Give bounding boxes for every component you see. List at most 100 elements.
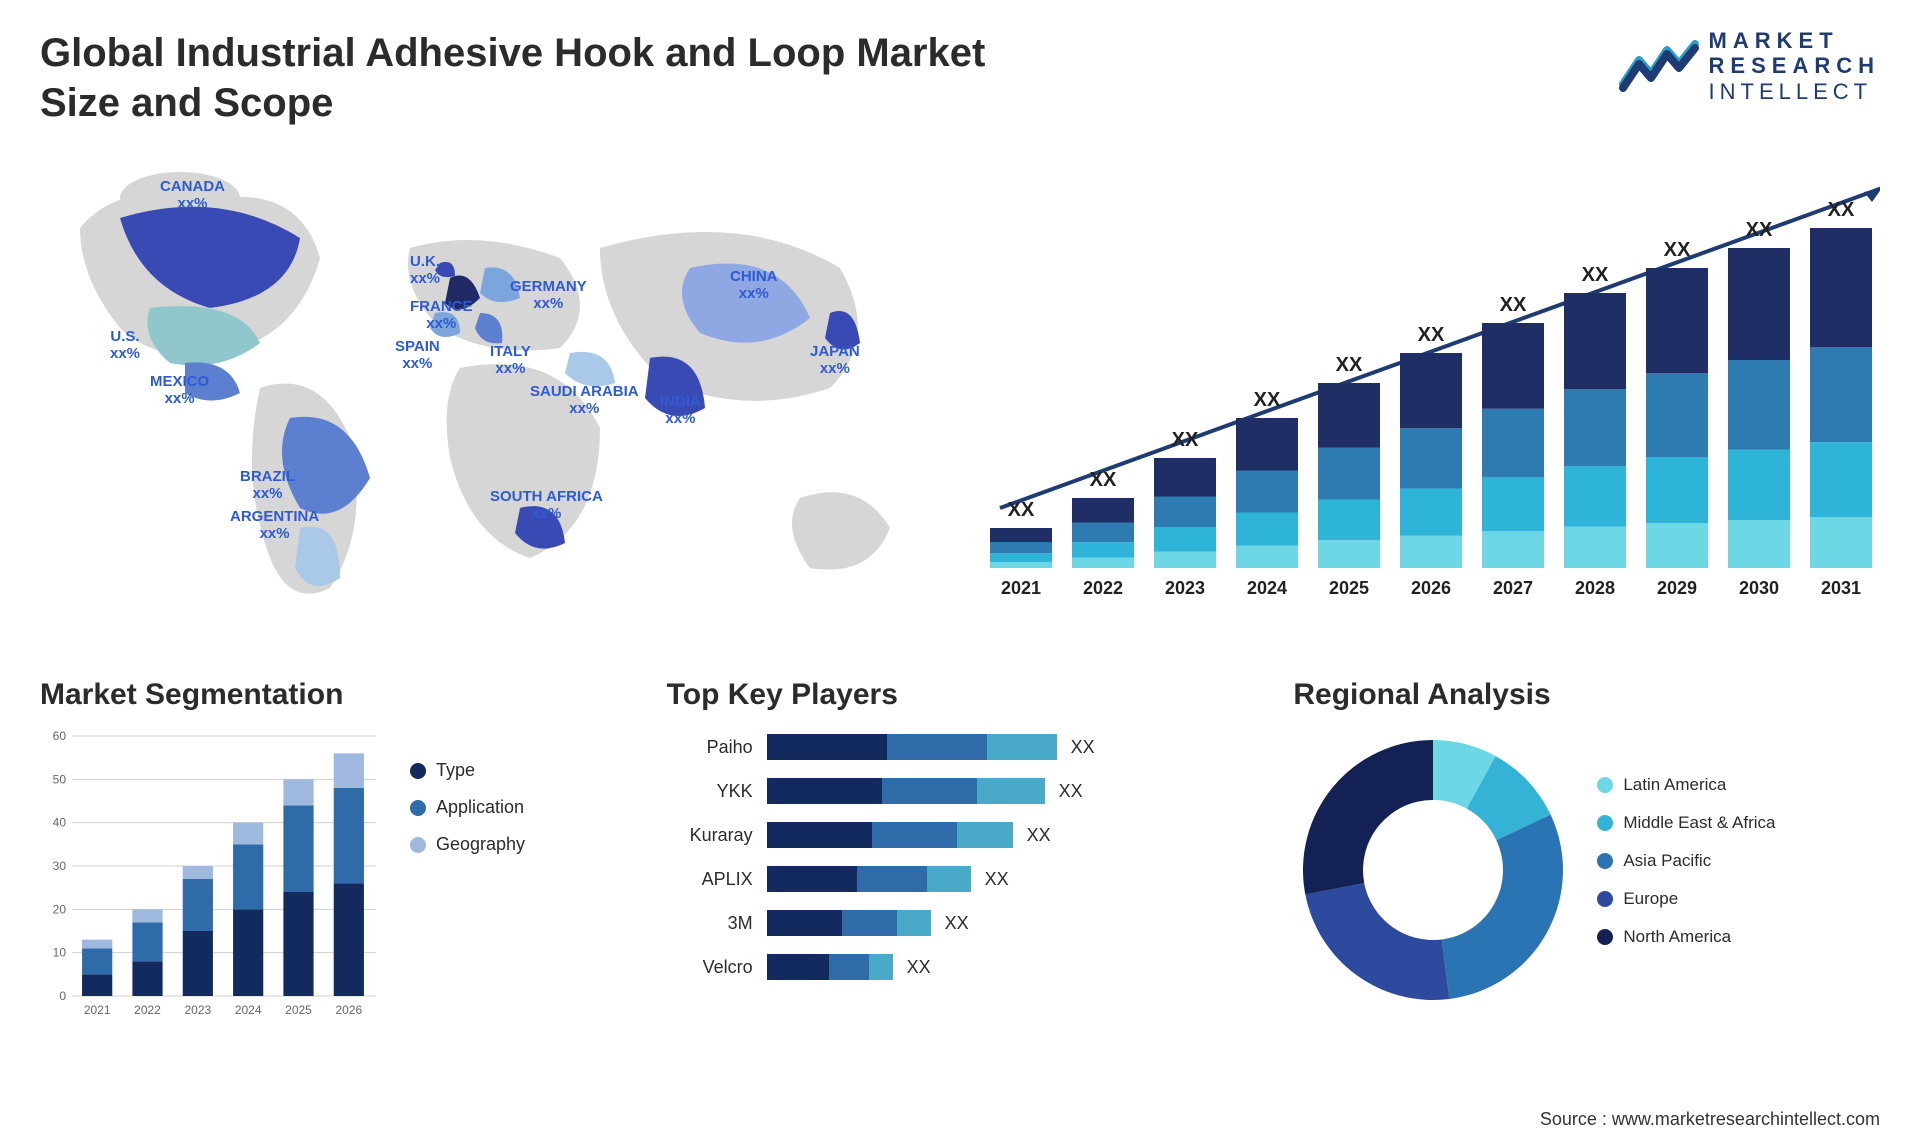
key-player-name: APLIX (667, 869, 767, 890)
svg-text:2025: 2025 (285, 1003, 312, 1017)
key-player-name: Kuraray (667, 825, 767, 846)
map-label-brazil: BRAZILxx% (240, 468, 295, 503)
brand-logo: MARKET RESEARCH INTELLECT (1619, 28, 1880, 104)
key-player-bar (767, 954, 893, 980)
svg-text:2027: 2027 (1493, 578, 1533, 598)
key-player-name: 3M (667, 913, 767, 934)
map-label-japan: JAPANxx% (810, 343, 860, 378)
map-label-france: FRANCExx% (410, 298, 473, 333)
svg-text:2030: 2030 (1739, 578, 1779, 598)
svg-text:2028: 2028 (1575, 578, 1615, 598)
key-player-value: XX (1027, 825, 1051, 846)
svg-text:XX: XX (1008, 499, 1035, 521)
map-label-india: INDIAxx% (660, 393, 701, 428)
bottom-row: Market Segmentation 0 10 20 30 40 50 60 2021 202… (40, 678, 1880, 1020)
svg-text:XX: XX (1090, 469, 1117, 491)
svg-text:60: 60 (53, 730, 67, 743)
svg-text:2024: 2024 (235, 1003, 262, 1017)
svg-text:2021: 2021 (1001, 578, 1041, 598)
key-player-name: YKK (667, 781, 767, 802)
key-player-bar (767, 778, 1045, 804)
svg-text:20: 20 (53, 902, 67, 916)
key-player-name: Velcro (667, 957, 767, 978)
key-players-chart: Paiho XX YKK XX Kuraray XX APLIX XX 3M XX Velcro XX (667, 730, 1147, 984)
svg-text:2022: 2022 (134, 1003, 161, 1017)
key-player-bar (767, 866, 971, 892)
brand-line-2: RESEARCH (1709, 53, 1880, 78)
map-label-china: CHINAxx% (730, 268, 778, 303)
map-label-mexico: MEXICOxx% (150, 373, 209, 408)
segmentation-title: Market Segmentation (40, 678, 627, 712)
map-label-italy: ITALYxx% (490, 343, 531, 378)
growth-chart: XX 2021 XX 2022 XX 2023 XX 2024 XX 2025 XX 2026 XX 20… (960, 148, 1880, 618)
svg-text:2021: 2021 (84, 1003, 111, 1017)
regional-title: Regional Analysis (1293, 678, 1880, 712)
svg-text:2023: 2023 (1165, 578, 1205, 598)
svg-text:30: 30 (53, 859, 67, 873)
key-players-title: Top Key Players (667, 678, 1254, 712)
segmentation-chart: 0 10 20 30 40 50 60 2021 2022 2023 2024 2025 2026 (40, 730, 380, 1020)
svg-text:XX: XX (1172, 429, 1199, 451)
regional-legend-asia-pacific: Asia Pacific (1597, 851, 1775, 871)
page-title: Global Industrial Adhesive Hook and Loop… (40, 28, 1060, 128)
key-player-row-aplix: APLIX XX (667, 862, 1147, 896)
svg-text:2025: 2025 (1329, 578, 1369, 598)
svg-text:XX: XX (1254, 389, 1281, 411)
source-text: Source : www.marketresearchintellect.com (1540, 1109, 1880, 1130)
regional-donut (1293, 730, 1573, 1010)
svg-text:2026: 2026 (1411, 578, 1451, 598)
key-player-bar (767, 822, 1013, 848)
segmentation-panel: Market Segmentation 0 10 20 30 40 50 60 2021 202… (40, 678, 627, 1020)
map-label-south-africa: SOUTH AFRICAxx% (490, 488, 603, 523)
key-player-bar (767, 734, 1057, 760)
map-label-germany: GERMANYxx% (510, 278, 587, 313)
svg-text:2026: 2026 (335, 1003, 362, 1017)
regional-panel: Regional Analysis Latin America Middle Ea… (1293, 678, 1880, 1020)
regional-legend-europe: Europe (1597, 889, 1775, 909)
svg-text:XX: XX (1664, 239, 1691, 261)
key-player-value: XX (945, 913, 969, 934)
key-player-row-velcro: Velcro XX (667, 950, 1147, 984)
svg-text:10: 10 (53, 946, 67, 960)
map-label-argentina: ARGENTINAxx% (230, 508, 319, 543)
regional-legend-middle-east-africa: Middle East & Africa (1597, 813, 1775, 833)
svg-text:50: 50 (53, 772, 67, 786)
map-label-saudi-arabia: SAUDI ARABIAxx% (530, 383, 639, 418)
svg-text:XX: XX (1582, 264, 1609, 286)
brand-mark-icon (1619, 40, 1699, 92)
map-label-spain: SPAINxx% (395, 338, 440, 373)
svg-text:40: 40 (53, 816, 67, 830)
svg-text:2022: 2022 (1083, 578, 1123, 598)
growth-chart-svg: XX 2021 XX 2022 XX 2023 XX 2024 XX 2025 XX 2026 XX 20… (960, 148, 1880, 618)
key-player-value: XX (1071, 737, 1095, 758)
svg-text:2024: 2024 (1247, 578, 1287, 598)
map-label-canada: CANADAxx% (160, 178, 225, 213)
segmentation-legend-type: Type (410, 760, 525, 781)
key-player-value: XX (907, 957, 931, 978)
svg-text:2031: 2031 (1821, 578, 1861, 598)
regional-legend-latin-america: Latin America (1597, 775, 1775, 795)
map-label-u-s-: U.S.xx% (110, 328, 140, 363)
key-player-row-3m: 3M XX (667, 906, 1147, 940)
key-players-panel: Top Key Players PaihoXXYKKXXKurarayXXAPL… (667, 678, 1254, 1020)
svg-text:2029: 2029 (1657, 578, 1697, 598)
regional-legend: Latin America Middle East & Africa Asia Pa… (1597, 775, 1775, 965)
header: Global Industrial Adhesive Hook and Loop… (40, 28, 1880, 128)
key-player-row-kuraray: Kuraray XX (667, 818, 1147, 852)
map-label-u-k-: U.K.xx% (410, 253, 440, 288)
key-player-name: Paiho (667, 737, 767, 758)
svg-text:XX: XX (1336, 354, 1363, 376)
key-player-value: XX (985, 869, 1009, 890)
key-player-bar (767, 910, 931, 936)
brand-line-1: MARKET (1709, 28, 1880, 53)
key-player-row-paiho: Paiho XX (667, 730, 1147, 764)
segmentation-legend-geography: Geography (410, 834, 525, 855)
regional-legend-north-america: North America (1597, 927, 1775, 947)
segmentation-legend-application: Application (410, 797, 525, 818)
svg-text:2023: 2023 (184, 1003, 211, 1017)
svg-text:XX: XX (1746, 219, 1773, 241)
svg-text:0: 0 (59, 989, 66, 1003)
key-player-value: XX (1059, 781, 1083, 802)
world-map: CANADAxx% U.S.xx% MEXICOxx% BRAZILxx% ARGENT… (40, 158, 910, 618)
svg-text:XX: XX (1418, 324, 1445, 346)
